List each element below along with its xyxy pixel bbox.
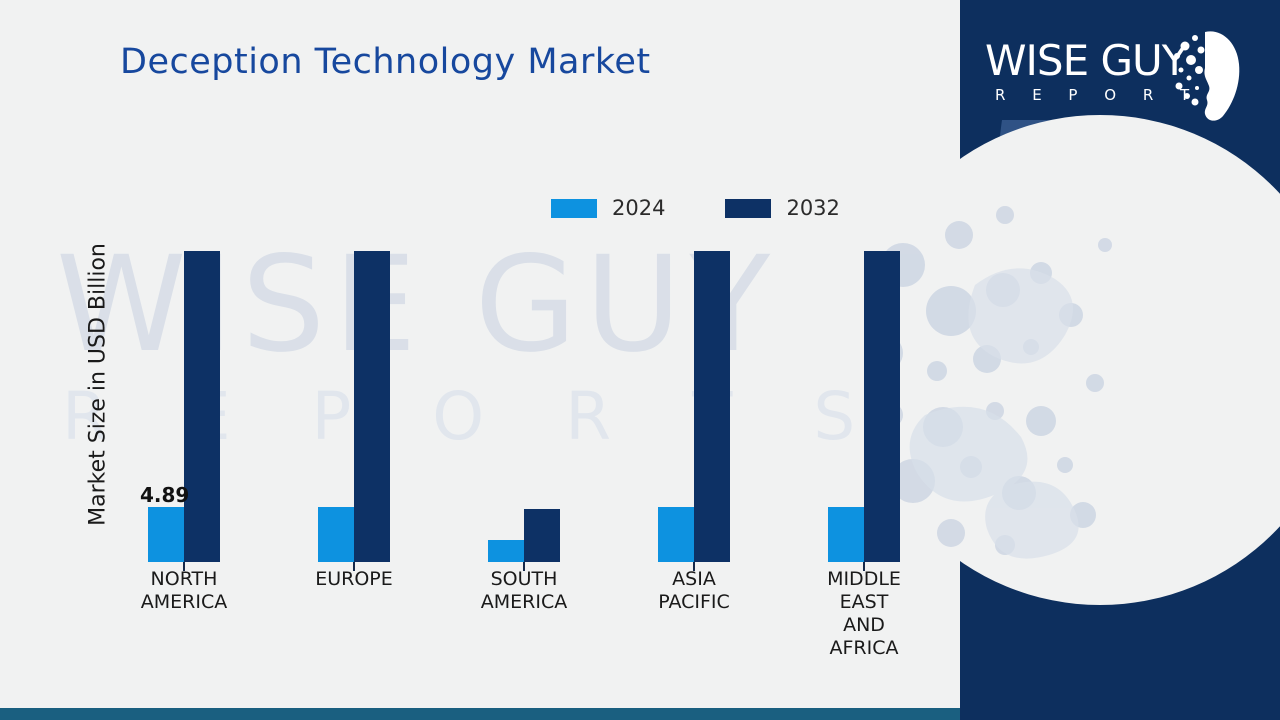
logo-wordmark-reports: R E P O R T S [995,86,1237,104]
chart-legend: 2024 2032 [551,196,840,220]
bar-2032-0[interactable] [184,251,220,562]
legend-item-2032[interactable]: 2032 [725,196,840,220]
logo-dotted-head-icon [1174,31,1240,121]
legend-swatch-2032 [725,198,772,218]
category-label-3: ASIA PACIFIC [658,568,730,613]
bar-2032-2[interactable] [524,509,560,562]
bar-2024-4[interactable] [828,507,864,562]
brain-dot-pattern-icon [855,115,1280,605]
legend-label-2024: 2024 [612,196,666,220]
logo-wordmark-wiseguy: WISE GUY [985,36,1187,85]
legend-item-2024[interactable]: 2024 [551,196,665,220]
axis-tick-3 [693,562,695,571]
data-label-0: 4.89 [140,482,190,507]
category-label-0: NORTH AMERICA [140,568,228,613]
bar-2024-2[interactable] [488,539,524,562]
axis-tick-0 [183,562,185,571]
category-label-1: EUROPE [315,568,393,590]
category-label-4: MIDDLE EAST AND AFRICA [827,568,901,659]
axis-tick-2 [523,562,525,571]
axis-tick-1 [353,562,355,571]
bar-2024-3[interactable] [658,506,694,562]
category-label-2: SOUTH AMERICA [480,568,568,613]
bar-2032-1[interactable] [354,251,390,562]
axis-tick-4 [863,562,865,571]
bar-2024-0[interactable] [148,506,184,562]
legend-swatch-2024 [551,198,597,218]
brand-logo: WISE GUY R E P O R T S [985,31,1240,121]
legend-label-2032: 2032 [786,196,840,220]
bar-2024-1[interactable] [318,507,354,562]
page-title: Deception Technology Market [120,42,651,82]
bar-2032-3[interactable] [694,251,730,562]
footer-accent-bar [0,708,960,720]
bar-2032-4[interactable] [864,251,900,562]
bar-chart-plot: NORTH AMERICA EUROPE SOUTH AMERICA ASIA PAC… [140,251,901,659]
